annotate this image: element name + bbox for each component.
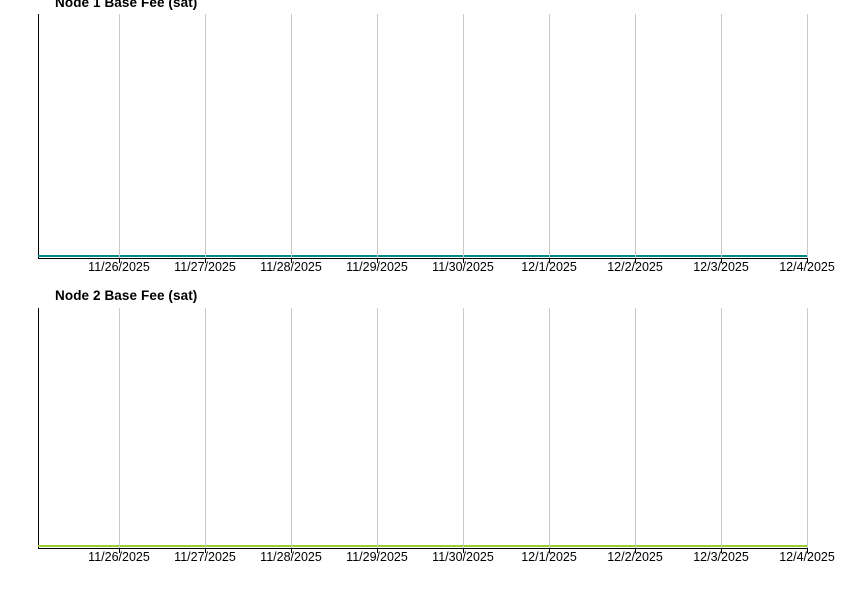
x-tick-label: 11/30/2025: [432, 260, 494, 274]
gridline: [721, 308, 722, 548]
gridline: [377, 308, 378, 548]
gridline: [291, 14, 292, 258]
x-tick-label: 11/27/2025: [174, 550, 236, 564]
gridline: [119, 308, 120, 548]
x-tick-label: 12/3/2025: [693, 260, 749, 274]
x-axis-tick: [291, 258, 293, 263]
chart-panel-node-2: Node 2 Base Fee (sat) 11/26/2025 11/27/20…: [0, 288, 860, 580]
x-tick-label: 12/4/2025: [779, 550, 835, 564]
gridline: [549, 14, 550, 258]
gridline: [205, 14, 206, 258]
x-tick-label: 11/26/2025: [88, 260, 150, 274]
x-axis-tick: [119, 548, 121, 553]
x-tick-label: 11/29/2025: [346, 550, 408, 564]
x-tick-labels-node-2: 11/26/2025 11/27/2025 11/28/2025 11/29/2025…: [0, 550, 860, 566]
x-axis-tick: [205, 258, 207, 263]
x-tick-label: 12/1/2025: [521, 550, 577, 564]
x-axis-tick: [807, 548, 809, 553]
plot-area-node-2: [38, 308, 809, 553]
x-axis-tick: [635, 548, 637, 553]
x-axis-tick: [721, 258, 723, 263]
x-tick-label: 11/28/2025: [260, 550, 322, 564]
y-axis-node-2: [38, 308, 40, 549]
gridline: [807, 14, 808, 258]
x-axis-tick: [807, 258, 809, 263]
x-axis-node-2: [38, 547, 808, 549]
plot-area-node-1: [38, 14, 809, 263]
x-axis-tick: [463, 548, 465, 553]
gridline: [721, 14, 722, 258]
gridline: [205, 308, 206, 548]
x-tick-label: 11/30/2025: [432, 550, 494, 564]
gridline: [549, 308, 550, 548]
x-axis-node-1: [38, 257, 808, 259]
x-tick-label: 12/3/2025: [693, 550, 749, 564]
gridline: [291, 308, 292, 548]
gridline: [377, 14, 378, 258]
x-axis-tick: [205, 548, 207, 553]
gridline: [635, 308, 636, 548]
x-tick-labels-node-1: 11/26/2025 11/27/2025 11/28/2025 11/29/2025…: [0, 260, 860, 276]
gridline: [463, 308, 464, 548]
chart-title-node-1: Node 1 Base Fee (sat): [55, 0, 198, 10]
series-line-node-1: [38, 254, 807, 257]
gridline: [119, 14, 120, 258]
x-tick-label: 12/2/2025: [607, 260, 663, 274]
x-axis-tick: [635, 258, 637, 263]
x-tick-label: 11/27/2025: [174, 260, 236, 274]
gridline: [463, 14, 464, 258]
y-axis-node-1: [38, 14, 40, 259]
x-axis-tick: [463, 258, 465, 263]
x-axis-tick: [291, 548, 293, 553]
gridline: [635, 14, 636, 258]
x-tick-label: 12/2/2025: [607, 550, 663, 564]
gridline: [807, 308, 808, 548]
chart-title-node-2: Node 2 Base Fee (sat): [55, 288, 198, 303]
x-axis-tick: [721, 548, 723, 553]
x-axis-tick: [377, 258, 379, 263]
x-axis-tick: [549, 548, 551, 553]
x-tick-label: 11/26/2025: [88, 550, 150, 564]
series-line-node-2: [38, 544, 807, 547]
x-axis-tick: [119, 258, 121, 263]
x-tick-label: 12/4/2025: [779, 260, 835, 274]
x-axis-tick: [549, 258, 551, 263]
x-tick-label: 12/1/2025: [521, 260, 577, 274]
x-tick-label: 11/29/2025: [346, 260, 408, 274]
x-axis-tick: [377, 548, 379, 553]
x-tick-label: 11/28/2025: [260, 260, 322, 274]
chart-panel-node-1: Node 1 Base Fee (sat) 11/26/2025 11/27/20…: [0, 0, 860, 290]
